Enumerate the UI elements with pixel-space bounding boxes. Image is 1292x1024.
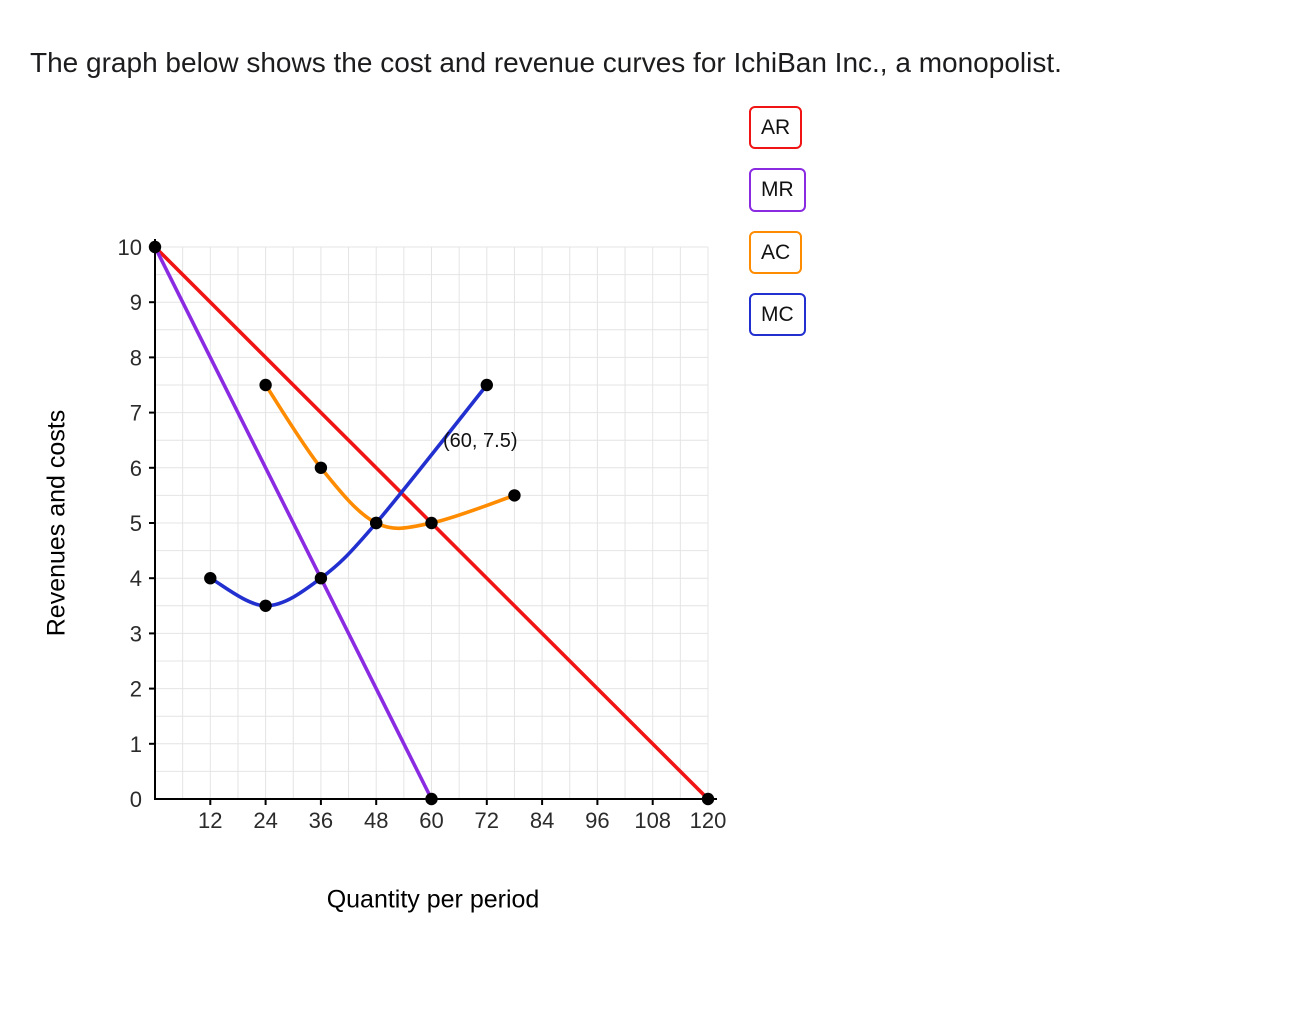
data-point-mc	[480, 378, 493, 392]
curve-mr	[153, 245, 434, 801]
x-tick-label: 24	[253, 808, 277, 833]
y-tick-label: 4	[130, 566, 142, 591]
y-tick-label: 9	[130, 290, 142, 315]
x-tick-label: 12	[198, 808, 222, 833]
point-annotation: (60, 7.5)	[443, 430, 517, 452]
legend-chip-ar[interactable]: AR	[749, 106, 803, 150]
data-point-mc	[259, 599, 272, 612]
y-tick-label: 0	[130, 787, 142, 812]
y-tick-label: 5	[130, 511, 142, 536]
y-tick-label: 1	[130, 732, 142, 757]
y-tick-label: 10	[118, 235, 142, 260]
y-tick-label: 7	[130, 401, 142, 426]
legend: AR MR AC MC	[749, 106, 806, 337]
legend-chip-mr[interactable]: MR	[749, 168, 806, 212]
page-title: The graph below shows the cost and reven…	[30, 47, 1062, 78]
y-tick-label: 2	[130, 677, 142, 702]
legend-label-mr: MR	[761, 178, 794, 202]
legend-label-ac: AC	[761, 240, 791, 264]
x-tick-label: 84	[530, 808, 554, 833]
data-point-ac	[508, 489, 521, 502]
x-tick-label: 36	[309, 808, 333, 833]
data-point-ar	[701, 792, 715, 806]
x-tick-label: 108	[634, 808, 671, 833]
legend-label-ar: AR	[761, 116, 791, 139]
data-point-ar	[148, 240, 162, 254]
y-tick-label: 6	[130, 456, 142, 481]
grid	[155, 246, 709, 799]
legend-label-mc: MC	[761, 302, 794, 326]
x-axis-label: Quantity per period	[326, 885, 540, 914]
curve-mc	[208, 383, 489, 608]
data-point-ac	[425, 516, 438, 530]
y-axis-label: Revenues and costs	[42, 409, 71, 637]
data-point-mc	[204, 572, 217, 585]
data-point-mr	[425, 792, 438, 806]
legend-chip-ac[interactable]: AC	[749, 230, 803, 274]
x-tick-label: 96	[585, 808, 609, 833]
x-tick-label: 72	[475, 808, 499, 833]
x-tick-label: 120	[690, 808, 727, 833]
y-tick-label: 3	[130, 621, 142, 646]
y-tick-label: 8	[130, 345, 142, 370]
data-point-mc	[370, 516, 383, 530]
data-point-ac	[259, 378, 272, 392]
legend-chip-mc[interactable]: MC	[749, 292, 806, 337]
data-point-mc	[314, 572, 328, 585]
x-tick-label: 48	[364, 808, 388, 833]
x-tick-label: 60	[419, 808, 443, 833]
data-point-ac	[314, 461, 328, 474]
